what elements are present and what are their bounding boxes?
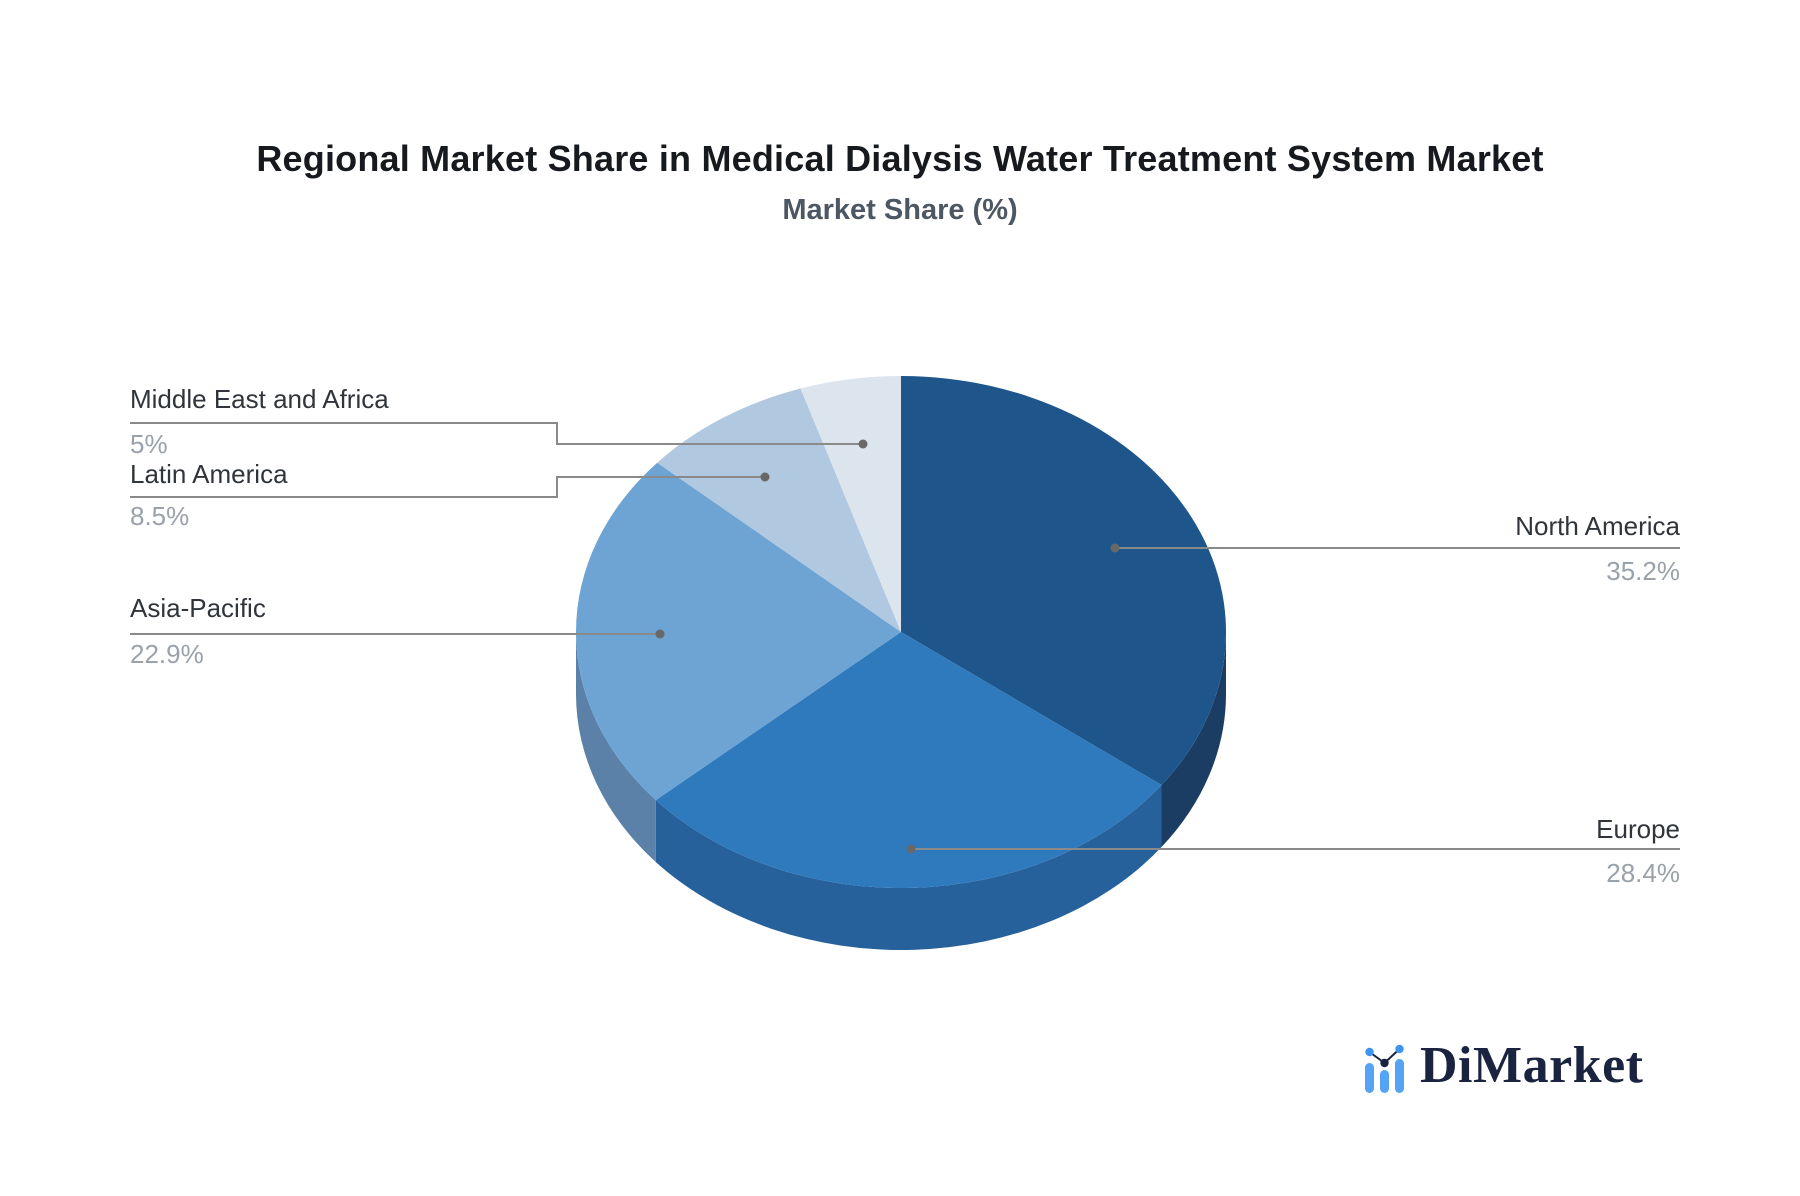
callout-value-latin-america: 8.5% [130, 501, 190, 531]
chart-subtitle: Market Share (%) [782, 194, 1018, 226]
callout-line-latin-america [130, 476, 765, 498]
pie-slice-europe[interactable] [655, 632, 1162, 888]
callout-label-middle-east-and-africa: Middle East and Africa [130, 384, 389, 414]
callout-label-latin-america: Latin America [130, 459, 288, 489]
callout-label-europe: Europe [1596, 814, 1680, 844]
callout-dot-middle-east-and-africa [858, 439, 868, 449]
callout-line-middle-east-and-africa [130, 422, 863, 445]
pie-slice-side-asia-pacific [576, 632, 656, 863]
pie-slice-side-north-america [1161, 632, 1226, 848]
callout-value-asia-pacific: 22.9% [130, 639, 204, 669]
callout-dot-europe [906, 844, 916, 854]
pie-slice-side-europe [655, 785, 1162, 950]
pie-slice-latin-america[interactable] [657, 388, 901, 632]
logo-wordmark: DiMarket [1420, 1037, 1644, 1094]
pie-slice-north-america[interactable] [901, 376, 1226, 786]
pie-slice-middle-east-and-africa[interactable] [800, 376, 901, 632]
pie-slice-asia-pacific[interactable] [575, 462, 901, 801]
callout-value-europe: 28.4% [1606, 858, 1680, 888]
callout-dot-asia-pacific [655, 629, 665, 639]
bar-chart-logo-icon [1365, 1044, 1404, 1093]
callout-value-middle-east-and-africa: 5% [130, 429, 168, 459]
callout-dot-north-america [1110, 543, 1120, 553]
callout-label-north-america: North America [1515, 511, 1680, 541]
dimarket-logo: DiMarket [1364, 1038, 1643, 1094]
callout-dot-latin-america [760, 472, 770, 482]
chart-title: Regional Market Share in Medical Dialysi… [256, 138, 1544, 179]
callout-value-north-america: 35.2% [1606, 556, 1680, 586]
callout-label-asia-pacific: Asia-Pacific [130, 593, 266, 623]
